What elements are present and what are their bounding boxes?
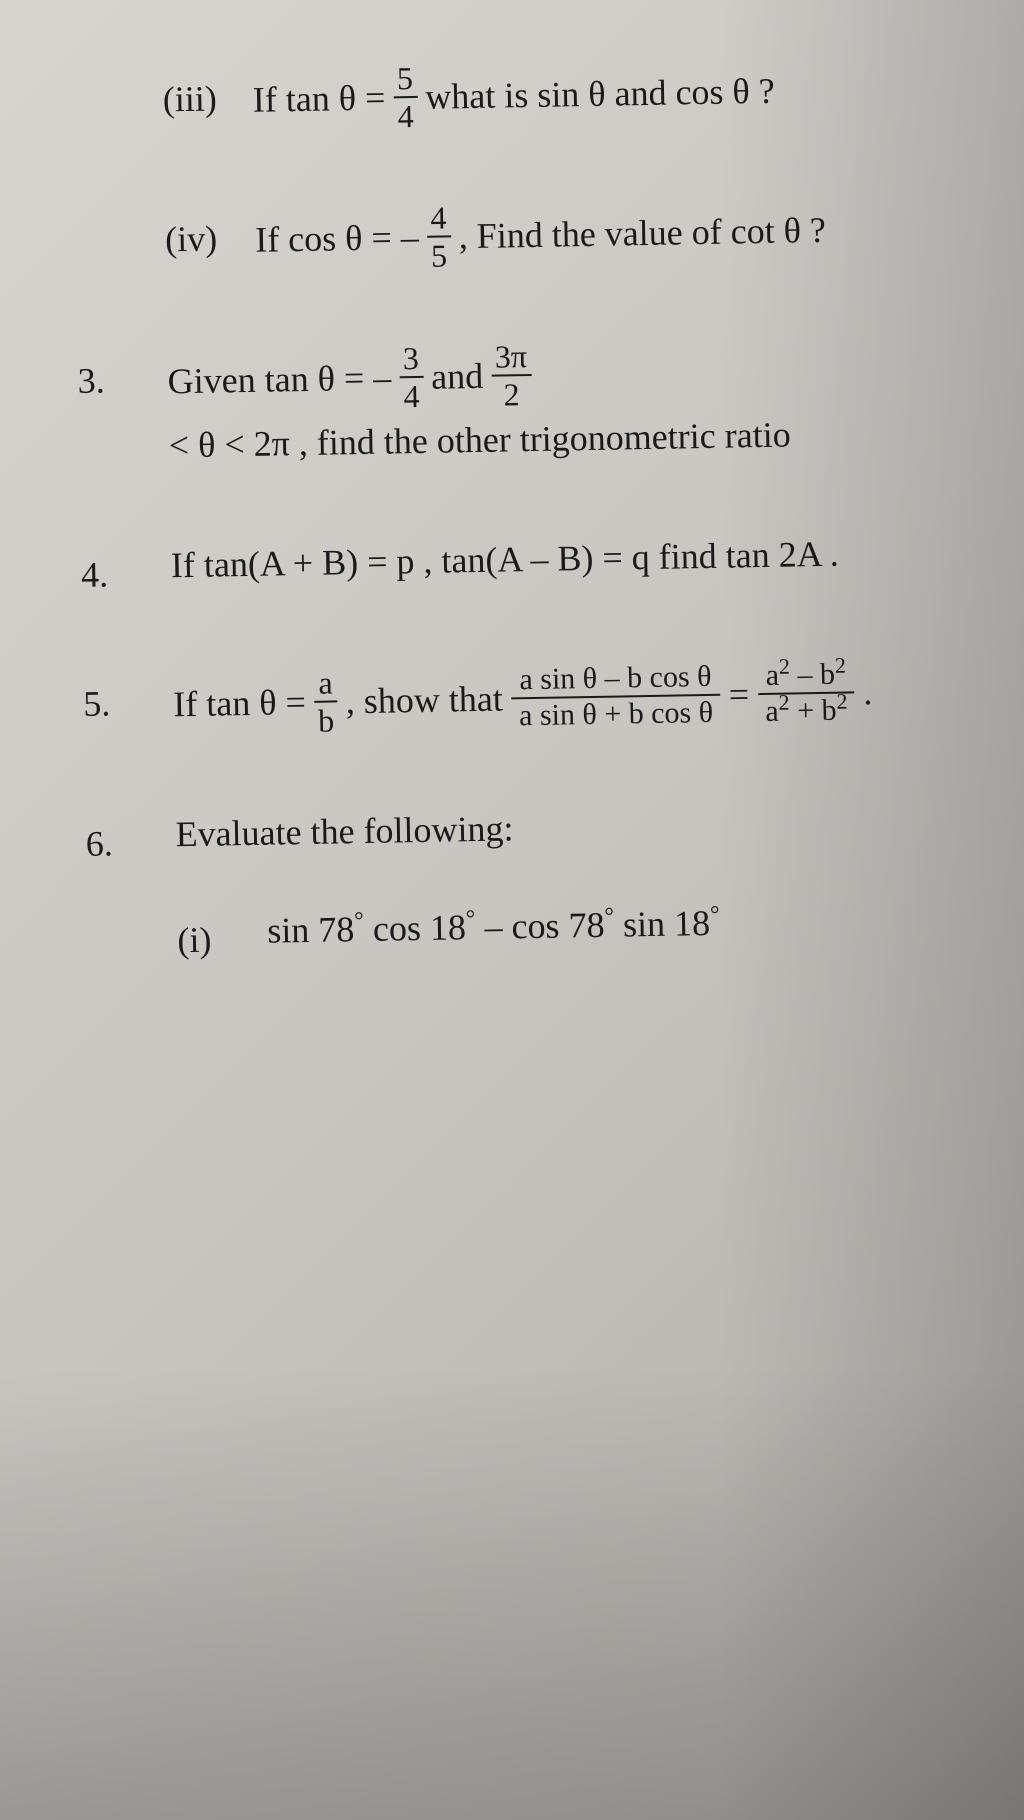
problem-6: 6. Evaluate the following: (85, 795, 990, 869)
numerator: 5 (393, 62, 418, 98)
content-3: Given tan θ = – 3 4 and 3π 2 < θ < 2π , … (167, 332, 983, 471)
problem-3: 3. Given tan θ = – 3 4 and 3π 2 < θ < 2π… (77, 332, 983, 472)
sub-label-i: (i) (177, 906, 268, 966)
sub-label-iv: (iv) (165, 205, 256, 265)
page-content: (iii) If tan θ = 5 4 what is sin θ and c… (72, 52, 992, 967)
fraction-2: a sin θ – b cos θ a sin θ + b cos θ (510, 662, 721, 732)
numerator: 3 (399, 342, 424, 378)
denominator: 4 (393, 98, 418, 132)
denominator: 2 (499, 376, 524, 410)
equals: = (728, 669, 749, 720)
problem-sub-i: (i) sin 78° cos 18° – cos 78° sin 18° (177, 893, 992, 966)
content-i: sin 78° cos 18° – cos 78° sin 18° (267, 893, 992, 956)
fraction: 5 4 (393, 62, 418, 132)
period: . (863, 667, 873, 718)
denominator: 5 (427, 237, 452, 271)
numerator: 4 (426, 201, 451, 237)
text-prefix: If cos θ = – (255, 212, 419, 265)
content-6: Evaluate the following: (175, 795, 990, 860)
text-mid: , show that (345, 673, 503, 726)
fraction-1: a b (313, 666, 338, 736)
content-4: If tan(A + B) = p , tan(A – B) = q find … (170, 526, 985, 591)
numerator: a (314, 666, 337, 702)
problem-sub-iii: (iii) If tan θ = 5 4 what is sin θ and c… (162, 52, 977, 136)
problem-label-4: 4. (80, 541, 171, 601)
denominator: a sin θ + b cos θ (511, 696, 722, 732)
text-body: Evaluate the following: (175, 803, 514, 859)
numerator: 3π (491, 340, 532, 377)
text-suffix: , Find the value of cot θ ? (458, 205, 826, 262)
fraction-3: a2 – b2 a2 + b2 (756, 659, 855, 727)
sub-label-iii: (iii) (162, 65, 253, 125)
problem-4: 4. If tan(A + B) = p , tan(A – B) = q fi… (80, 526, 985, 600)
denominator: a2 + b2 (757, 693, 856, 727)
content-iii: If tan θ = 5 4 what is sin θ and cos θ ? (252, 52, 977, 135)
denominator: b (314, 702, 339, 736)
text-suffix: what is sin θ and cos θ ? (425, 66, 775, 122)
denominator: 4 (399, 378, 424, 412)
problem-5: 5. If tan θ = a b , show that a sin θ – … (83, 655, 988, 741)
fraction: 4 5 (426, 201, 451, 271)
fraction-1: 3 4 (399, 342, 424, 412)
problem-label-5: 5. (83, 669, 174, 729)
problem-label-3: 3. (77, 346, 168, 406)
content-iv: If cos θ = – 4 5 , Find the value of cot… (255, 192, 980, 275)
expr: sin 78° cos 18° – cos 78° sin 18° (267, 898, 720, 956)
numerator: a sin θ – b cos θ (511, 662, 720, 700)
text-mid2: < θ < 2π , find the other trigonometric … (168, 409, 791, 470)
problem-sub-iv: (iv) If cos θ = – 4 5 , Find the value o… (165, 192, 980, 276)
problem-label-6: 6. (85, 809, 176, 869)
text-mid1: and (431, 351, 484, 402)
text-prefix: If tan θ = (252, 72, 385, 125)
text-prefix: Given tan θ = – (167, 352, 391, 406)
shadow-bottom (0, 1365, 1024, 1820)
text-prefix: If tan θ = (173, 677, 306, 730)
text-body: If tan(A + B) = p , tan(A – B) = q find … (170, 529, 839, 591)
fraction-2: 3π 2 (491, 340, 532, 411)
content-5: If tan θ = a b , show that a sin θ – b c… (173, 655, 988, 739)
